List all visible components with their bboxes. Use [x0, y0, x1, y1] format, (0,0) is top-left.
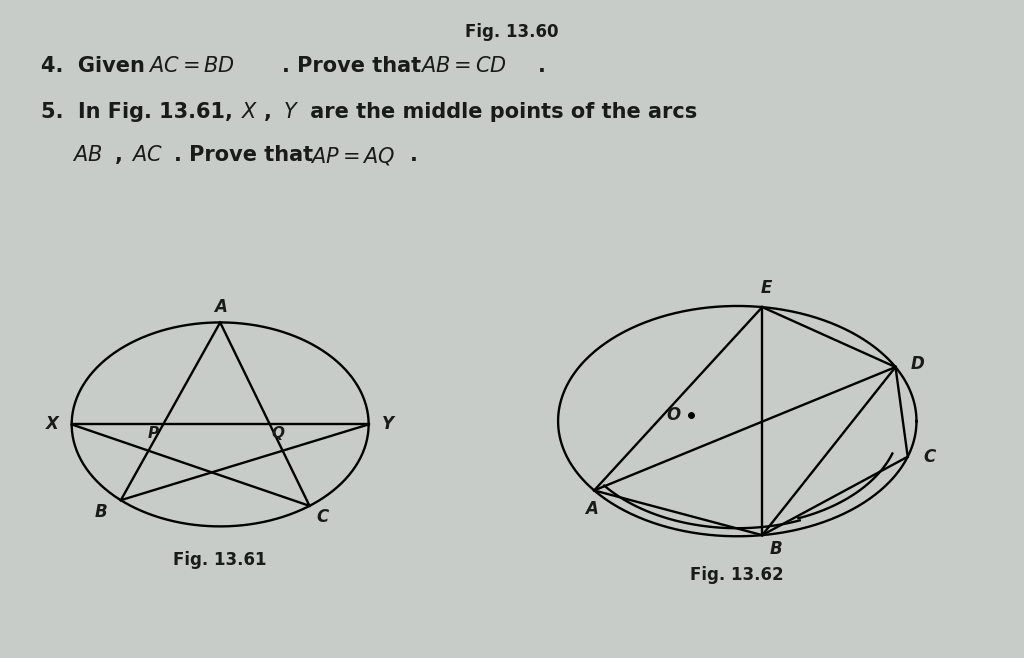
- Text: $AB = CD$: $AB = CD$: [420, 56, 507, 76]
- Text: O: O: [667, 405, 681, 424]
- Text: A: A: [214, 297, 226, 316]
- Text: Fig. 13.62: Fig. 13.62: [690, 566, 784, 584]
- Text: . Prove that: . Prove that: [282, 56, 428, 76]
- Text: $AB$: $AB$: [72, 145, 102, 164]
- Text: $AP = AQ$: $AP = AQ$: [310, 145, 395, 166]
- Text: $AC = BD$: $AC = BD$: [148, 56, 236, 76]
- Text: X: X: [45, 415, 58, 434]
- Text: E: E: [761, 279, 772, 297]
- Text: . Prove that: . Prove that: [174, 145, 321, 164]
- Text: C: C: [316, 509, 329, 526]
- Text: Q: Q: [271, 426, 285, 441]
- Text: .: .: [410, 145, 418, 164]
- Text: 5.  In Fig. 13.61,: 5. In Fig. 13.61,: [41, 102, 240, 122]
- Text: Y: Y: [382, 415, 394, 434]
- Text: B: B: [95, 503, 108, 520]
- Text: ,: ,: [115, 145, 130, 164]
- Text: A: A: [585, 500, 598, 519]
- Text: .: .: [538, 56, 546, 76]
- Text: $AC$: $AC$: [131, 145, 163, 164]
- Text: D: D: [911, 355, 925, 373]
- Text: 4.  Given: 4. Given: [41, 56, 153, 76]
- Text: Fig. 13.61: Fig. 13.61: [173, 551, 267, 569]
- Text: $Y$: $Y$: [283, 102, 299, 122]
- Text: are the middle points of the arcs: are the middle points of the arcs: [303, 102, 697, 122]
- Text: $X$: $X$: [241, 102, 258, 122]
- Text: C: C: [923, 447, 935, 466]
- Text: Fig. 13.60: Fig. 13.60: [465, 23, 559, 41]
- Text: P: P: [148, 426, 159, 441]
- Text: ,: ,: [264, 102, 280, 122]
- Text: B: B: [770, 540, 782, 558]
